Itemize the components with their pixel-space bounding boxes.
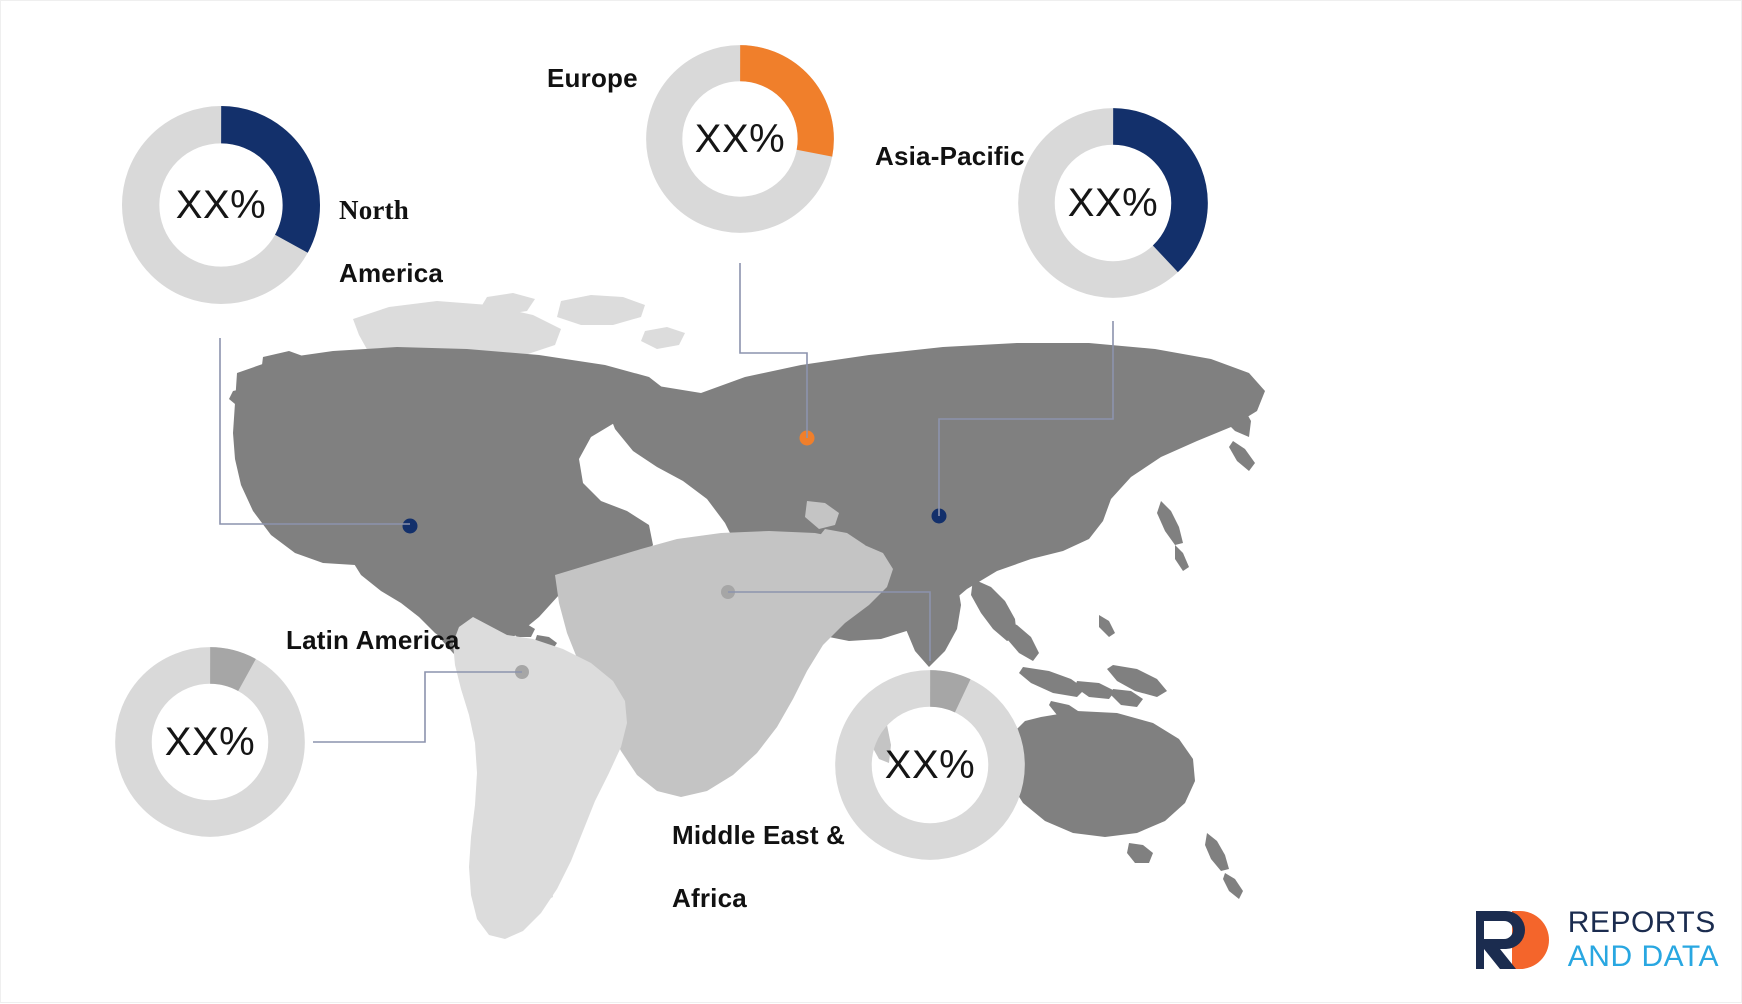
donut-chart-north-america (121, 105, 321, 305)
connector-latin-america (313, 671, 522, 743)
rd-monogram-icon (1475, 911, 1549, 969)
donut-chart-latin-america (115, 647, 305, 837)
donut-track (835, 670, 1025, 860)
donut-value-middle-east-africa: XX% (884, 742, 976, 787)
reports-and-data-logo[interactable]: REPORTS AND DATA (1472, 908, 1719, 972)
donut-europe: XX% (640, 39, 840, 239)
logo-line1: REPORTS (1567, 906, 1716, 939)
donut-label-latin-america: Latin America (286, 625, 460, 655)
donut-value-europe: XX% (694, 116, 786, 161)
connector-europe (739, 263, 808, 438)
donut-chart-asia-pacific (1018, 108, 1208, 298)
donut-north-america: XX% (115, 99, 327, 311)
donut-segment (121, 105, 321, 305)
donut-value-north-america: XX% (175, 182, 267, 227)
donut-track (115, 647, 305, 837)
donut-label-europe: Europe (547, 63, 638, 93)
donut-label-north-america-line2: America (339, 257, 444, 288)
donut-latin-america: XX% (109, 641, 311, 843)
logo-line2: AND DATA (1567, 940, 1719, 973)
donut-label-mea-line2: Africa (672, 882, 747, 913)
donut-chart-europe (646, 45, 834, 233)
donut-label-north-america-line1: North (339, 195, 409, 226)
donut-segment (646, 45, 834, 233)
donut-label-north-america: North America (339, 164, 443, 319)
logo-text: REPORTS AND DATA (1568, 908, 1719, 972)
donut-value-asia-pacific: XX% (1067, 180, 1159, 225)
donut-middle-east-africa: XX% (829, 664, 1031, 866)
connector-asia-pacific (938, 321, 1114, 516)
donut-value-latin-america: XX% (164, 719, 256, 764)
donut-segment (1018, 108, 1208, 298)
connector-middle-east-africa (728, 591, 931, 661)
donut-asia-pacific: XX% (1012, 102, 1214, 304)
donut-label-mea-line1: Middle East & (672, 820, 846, 851)
connector-north-america (219, 338, 410, 525)
donut-chart-middle-east-africa (835, 670, 1025, 860)
donut-label-middle-east-africa: Middle East & Africa (672, 789, 845, 945)
donut-label-asia-pacific: Asia-Pacific (875, 141, 1025, 171)
